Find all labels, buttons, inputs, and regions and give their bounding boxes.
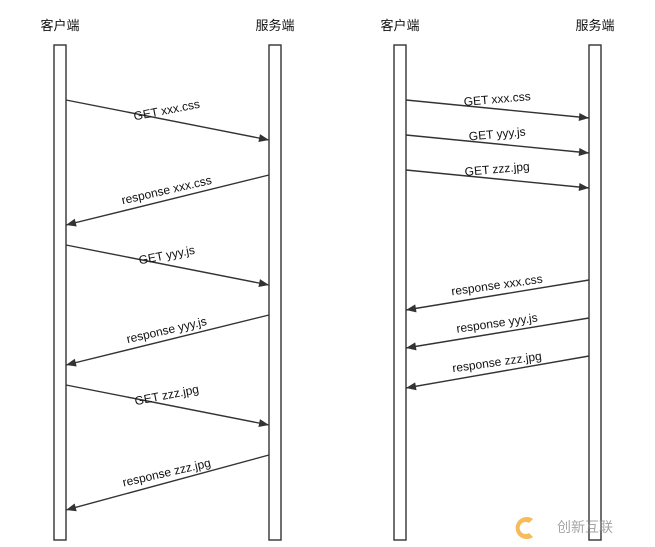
msg-d0-5-label: response zzz.jpg [121, 456, 212, 490]
msg-d1-2: GET zzz.jpg [406, 159, 589, 191]
lifeline-bar-d1-client [394, 45, 406, 540]
msg-d1-4-label: response yyy.js [455, 310, 538, 335]
lifeline-bar-d1-server [589, 45, 601, 540]
lifeline-bar-d0-server [269, 45, 281, 540]
watermark-text: 创新互联 [557, 519, 613, 535]
msg-d1-5-label: response zzz.jpg [451, 349, 542, 375]
msg-d0-0: GET xxx.css [66, 97, 269, 142]
msg-d1-1-label: GET yyy.js [468, 125, 526, 144]
msg-d1-3-label: response xxx.css [450, 272, 543, 299]
msg-d0-1: response xxx.css [66, 173, 269, 227]
lifeline-bar-d0-client [54, 45, 66, 540]
msg-d1-4: response yyy.js [406, 310, 589, 350]
msg-d1-2-label: GET zzz.jpg [464, 159, 530, 179]
msg-d0-2-label: GET yyy.js [137, 243, 196, 268]
msg-d0-3: response yyy.js [66, 314, 269, 366]
sequence-diagram: 客户端 服务端 GET xxx.css response xxx.css GET yyy… [0, 0, 655, 547]
msg-d0-5: response zzz.jpg [66, 455, 269, 511]
lifeline-label-d1-server: 服务端 [575, 18, 614, 33]
msg-d0-1-label: response xxx.css [120, 173, 213, 207]
msg-d1-0: GET xxx.css [406, 89, 589, 121]
lifeline-label-d1-client: 客户端 [380, 18, 419, 33]
msg-d1-5: response zzz.jpg [406, 349, 589, 390]
msg-d1-3: response xxx.css [406, 272, 589, 313]
msg-d0-2: GET yyy.js [66, 243, 269, 287]
lifeline-label-d0-server: 服务端 [255, 18, 294, 33]
msg-d0-3-label: response yyy.js [125, 314, 208, 346]
msg-d1-1: GET yyy.js [406, 125, 589, 156]
msg-d0-4: GET zzz.jpg [66, 382, 269, 427]
lifeline-label-d0-client: 客户端 [40, 18, 79, 33]
msg-d1-0-label: GET xxx.css [463, 89, 531, 109]
